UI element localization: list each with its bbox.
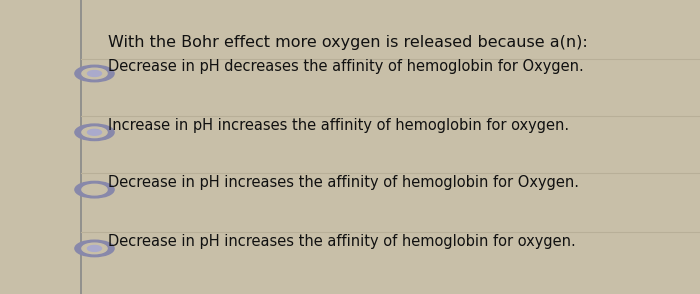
Circle shape [75,124,114,141]
Text: Decrease in pH decreases the affinity of hemoglobin for Oxygen.: Decrease in pH decreases the affinity of… [108,59,584,74]
Text: With the Bohr effect more oxygen is released because a(n):: With the Bohr effect more oxygen is rele… [108,35,588,50]
Circle shape [75,65,114,82]
Circle shape [82,243,107,254]
Circle shape [82,68,107,79]
Circle shape [88,129,102,135]
Text: Decrease in pH increases the affinity of hemoglobin for Oxygen.: Decrease in pH increases the affinity of… [108,175,580,190]
Circle shape [75,240,114,257]
Circle shape [88,71,102,76]
Circle shape [82,184,107,195]
Circle shape [75,181,114,198]
Circle shape [82,127,107,138]
Circle shape [88,245,102,251]
Text: Decrease in pH increases the affinity of hemoglobin for oxygen.: Decrease in pH increases the affinity of… [108,234,576,249]
Text: Increase in pH increases the affinity of hemoglobin for oxygen.: Increase in pH increases the affinity of… [108,118,570,133]
